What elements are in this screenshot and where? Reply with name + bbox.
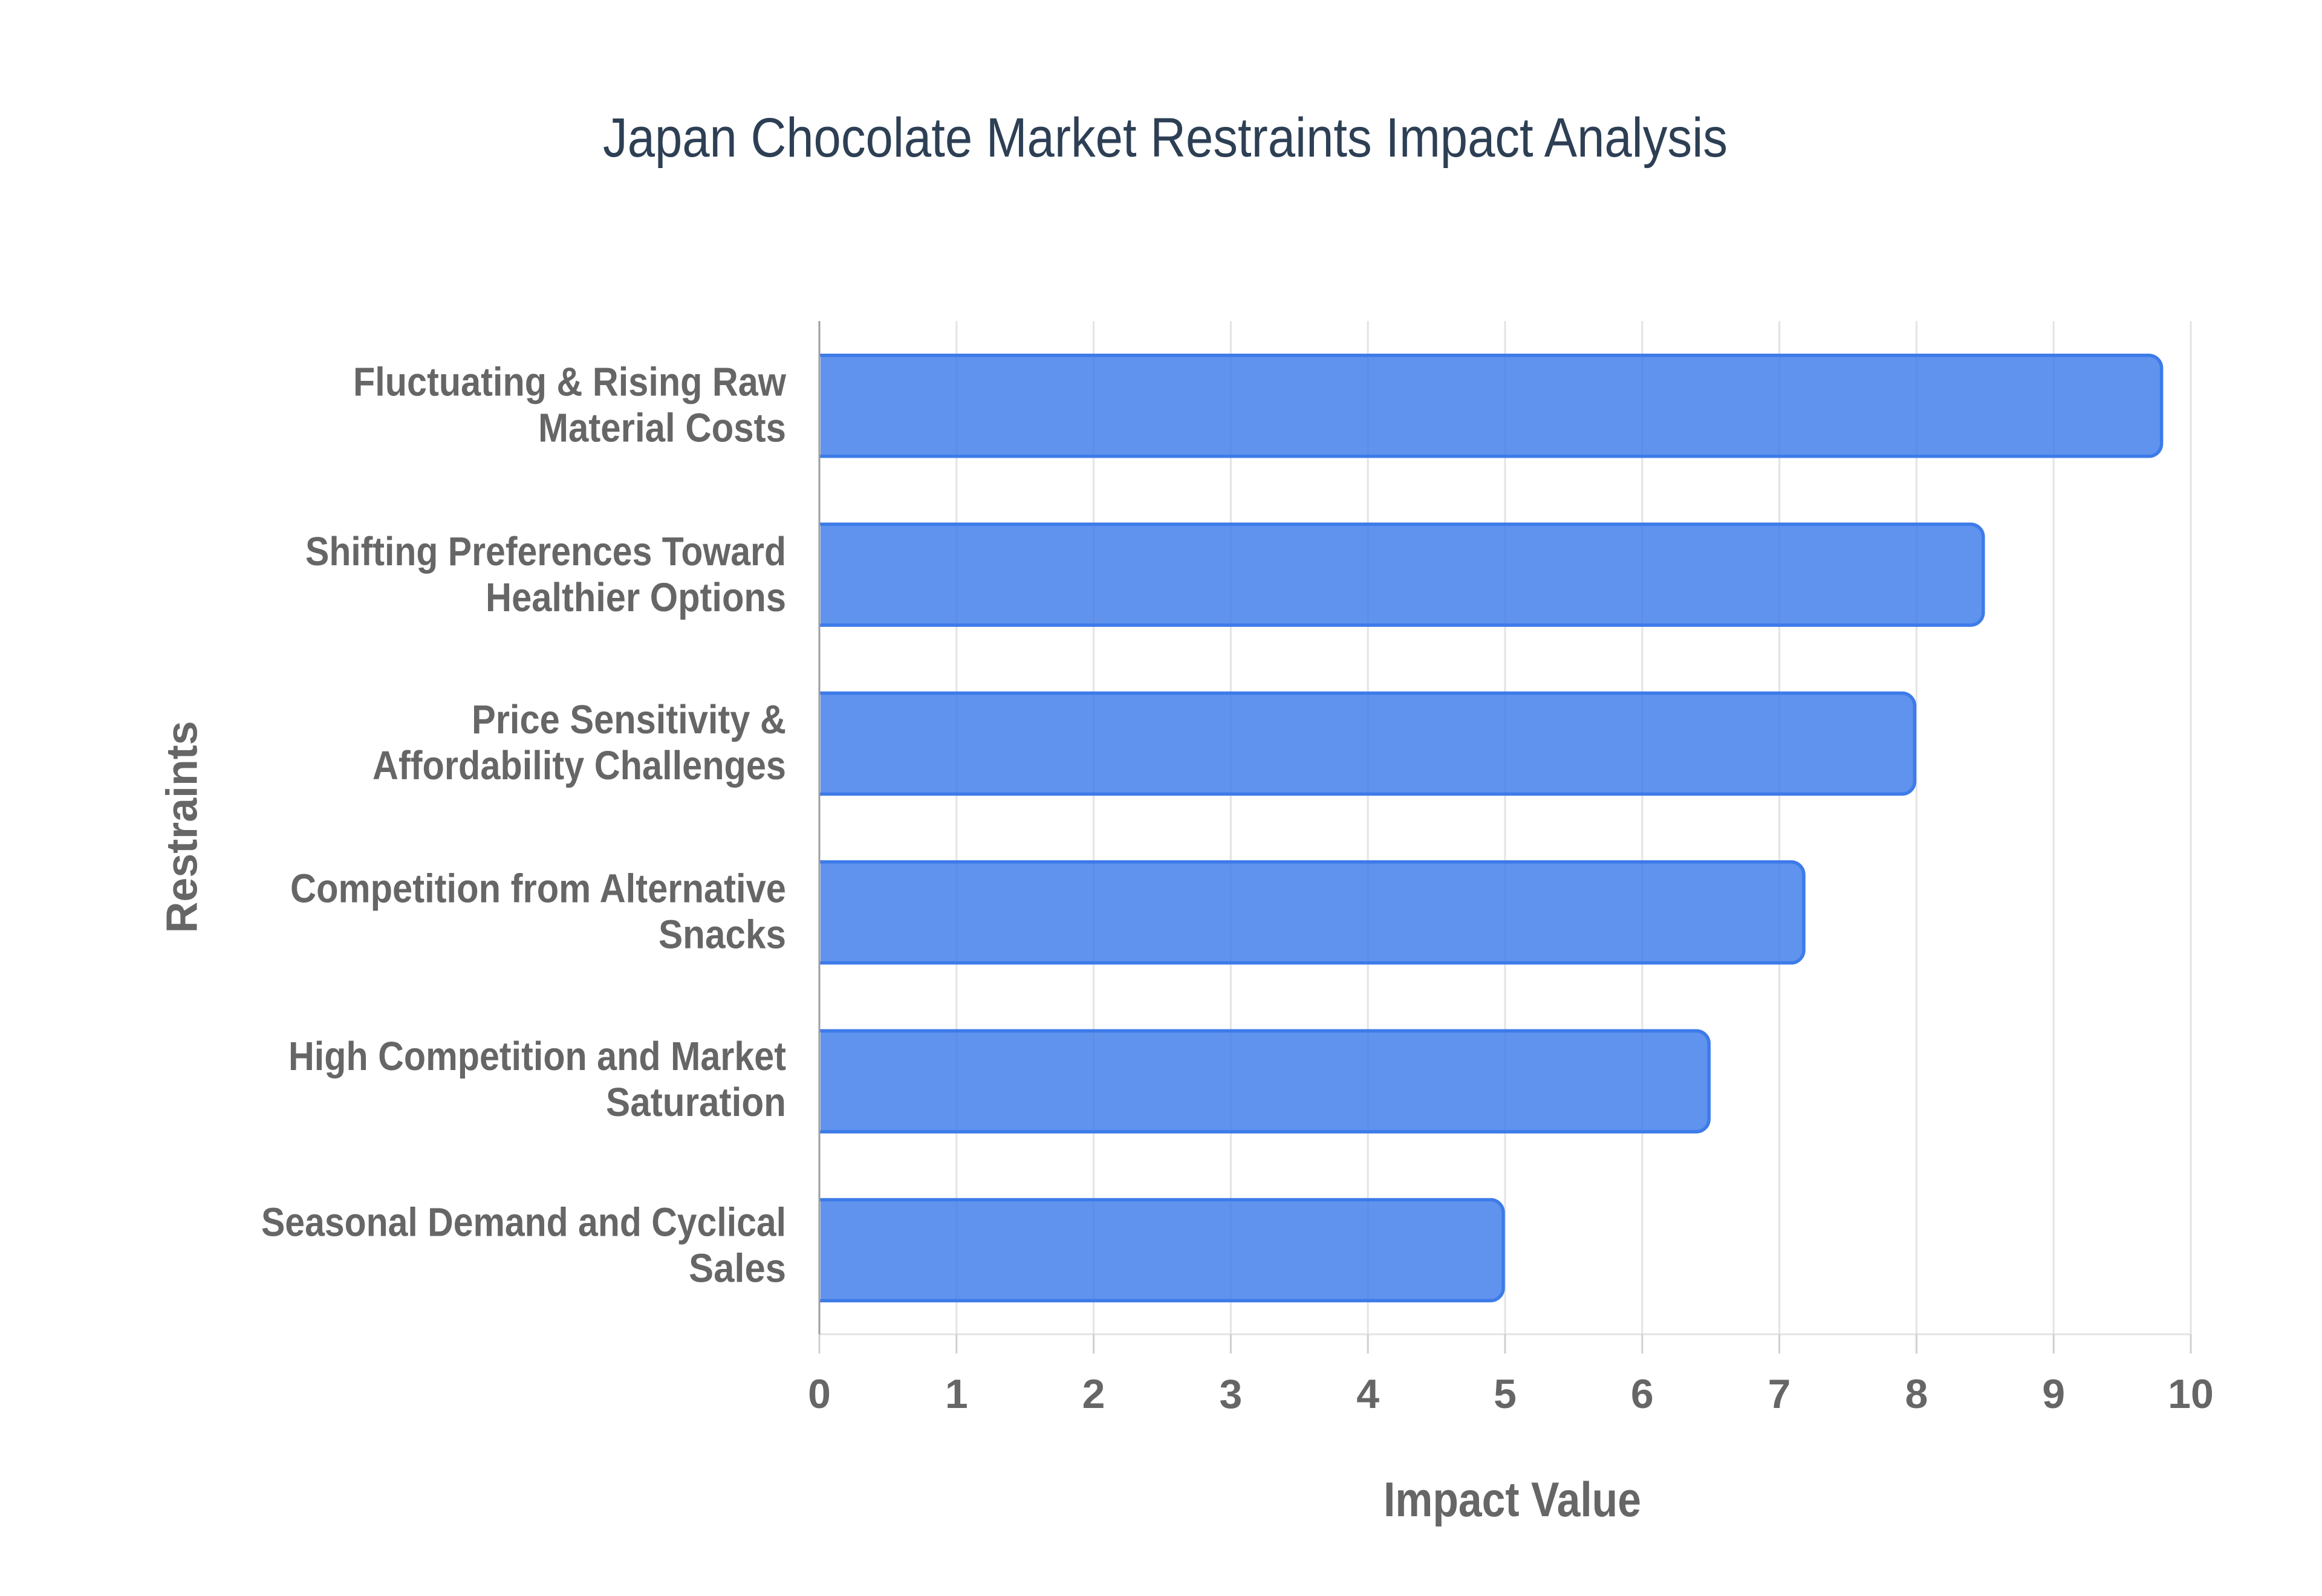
svg-text:High Competition and Market: High Competition and Market [288,1034,786,1079]
svg-text:Seasonal Demand and Cyclical: Seasonal Demand and Cyclical [261,1200,786,1245]
svg-text:0: 0 [808,1371,831,1417]
svg-text:Impact Value: Impact Value [1384,1473,1641,1527]
svg-text:8: 8 [1905,1371,1928,1417]
svg-text:9: 9 [2042,1371,2065,1417]
svg-text:Shifting Preferences Toward: Shifting Preferences Toward [305,529,786,574]
svg-text:5: 5 [1494,1371,1517,1417]
svg-text:7: 7 [1768,1371,1791,1417]
svg-text:4: 4 [1356,1371,1379,1417]
svg-text:Affordability Challenges: Affordability Challenges [372,743,786,788]
svg-text:1: 1 [945,1371,968,1417]
svg-text:Competition from Alternative: Competition from Alternative [290,866,786,912]
svg-text:Snacks: Snacks [659,912,786,958]
svg-text:3: 3 [1219,1371,1242,1417]
svg-text:10: 10 [2168,1371,2214,1417]
svg-text:2: 2 [1082,1371,1105,1417]
svg-text:Sales: Sales [689,1246,786,1291]
svg-text:Fluctuating & Rising Raw: Fluctuating & Rising Raw [353,360,787,405]
svg-text:Saturation: Saturation [606,1080,786,1125]
svg-text:6: 6 [1631,1371,1654,1417]
svg-text:Material Costs: Material Costs [538,406,786,451]
svg-text:Japan Chocolate Market Restrai: Japan Chocolate Market Restraints Impact… [603,107,1728,169]
svg-text:Healthier Options: Healthier Options [486,575,786,620]
svg-text:Price Sensitivity &: Price Sensitivity & [472,697,786,742]
svg-text:Restraints: Restraints [158,721,206,933]
